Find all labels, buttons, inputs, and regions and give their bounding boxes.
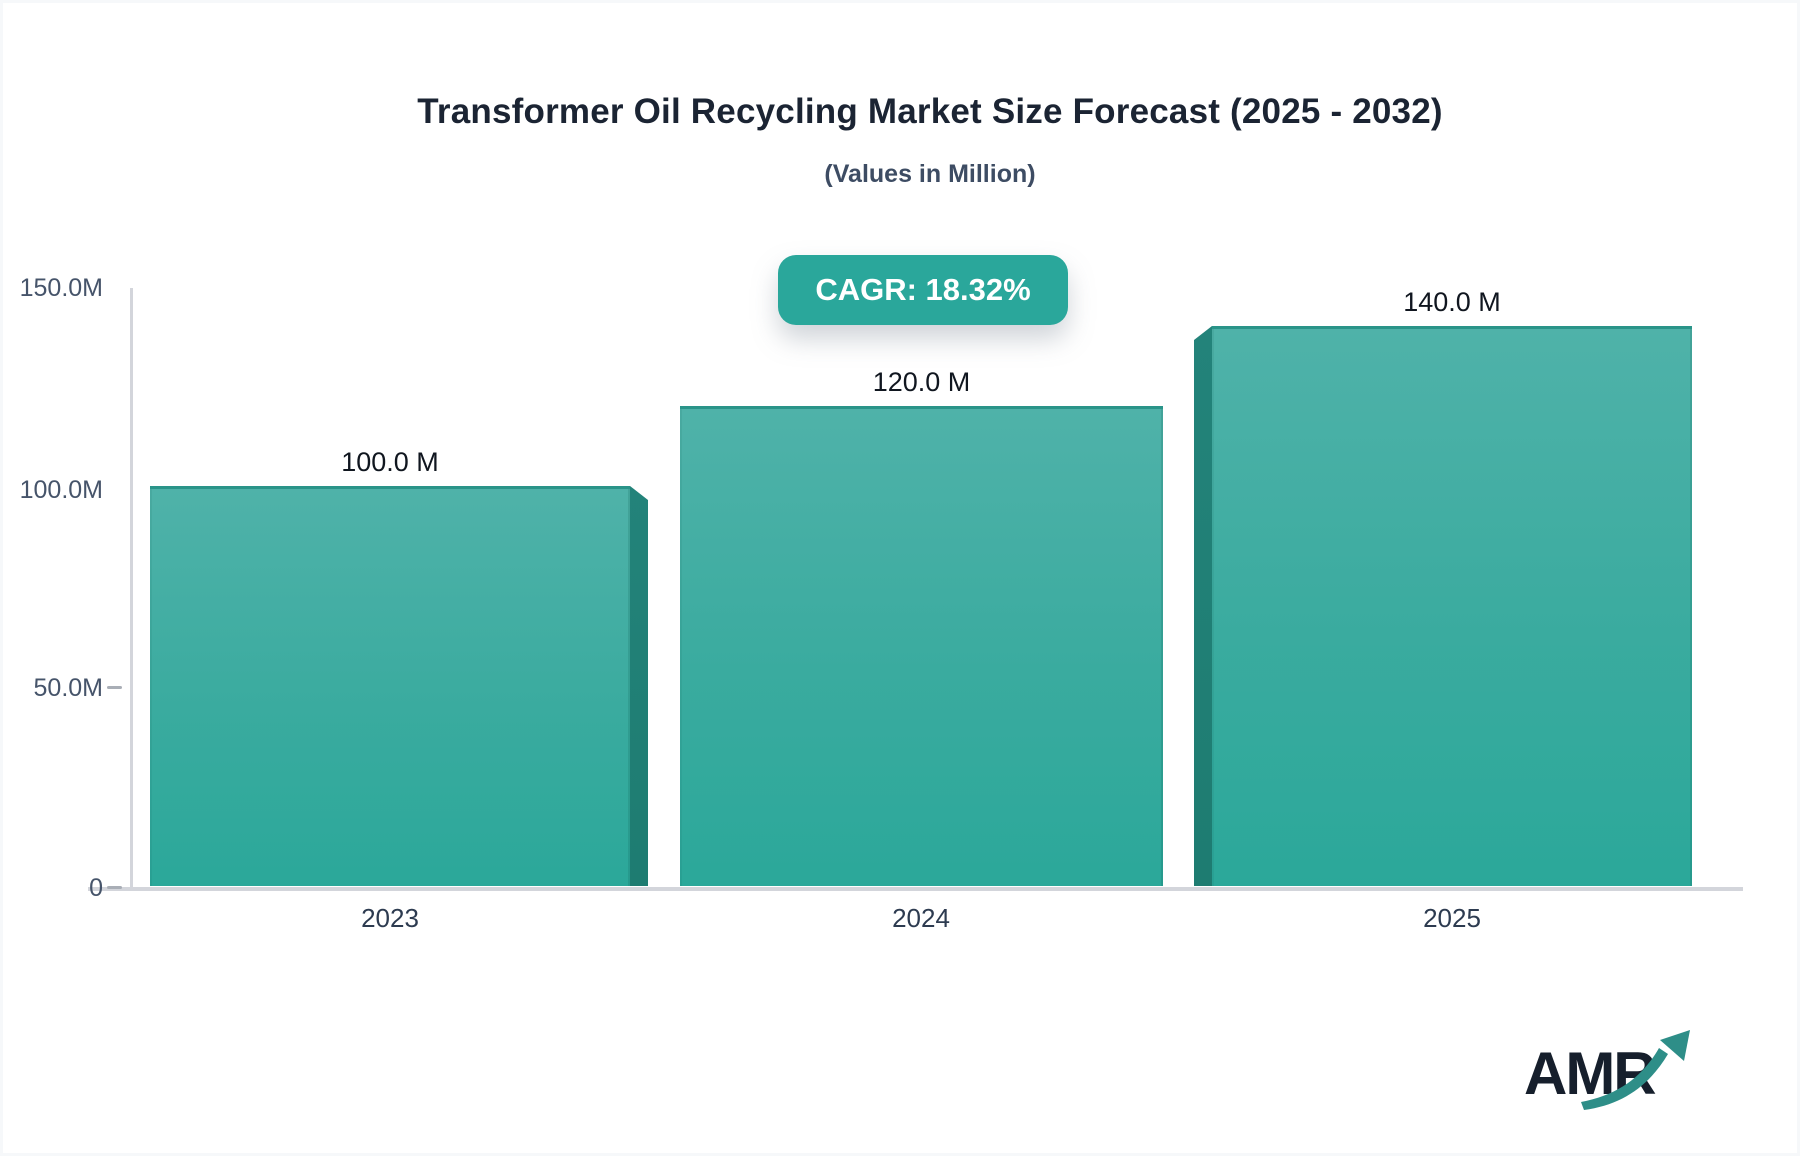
amr-logo-arrow-head xyxy=(1660,1030,1690,1061)
bar-2024: 120.0 M xyxy=(680,366,1163,886)
bar-face-2025 xyxy=(1194,326,1692,886)
x-tick-label-2024: 2024 xyxy=(892,903,950,933)
cagr-badge-label: CAGR: 18.32% xyxy=(815,272,1031,307)
chart-subtitle: (Values in Million) xyxy=(824,160,1036,188)
y-tick-label-100m: 100.0M xyxy=(19,476,103,504)
cagr-badge: CAGR: 18.32% xyxy=(778,255,1068,325)
x-axis-line xyxy=(88,887,1743,891)
bar-3d-side-2025 xyxy=(1194,326,1212,886)
amr-logo: AMR xyxy=(1518,1020,1718,1120)
amr-logo-arrow-swoosh xyxy=(1581,1048,1668,1110)
bar-value-label-2024: 120.0 M xyxy=(872,367,971,397)
chart-title: Transformer Oil Recycling Market Size Fo… xyxy=(417,92,1443,131)
y-axis-line xyxy=(130,288,133,888)
y-tick-label-150m: 150.0M xyxy=(19,274,103,302)
y-tick-label-50m: 50.0M xyxy=(33,674,103,702)
bar-3d-side-2023 xyxy=(630,486,648,886)
x-tick-label-2025: 2025 xyxy=(1423,903,1481,933)
bar-face-2023 xyxy=(150,486,648,886)
y-tick-label-0: 0 xyxy=(89,874,103,902)
y-tick-mark-50m xyxy=(107,686,122,689)
bar-value-label-2023: 100.0 M xyxy=(341,447,439,477)
amr-logo-graphic: AMR xyxy=(1524,1030,1690,1110)
x-tick-label-2023: 2023 xyxy=(361,903,419,933)
amr-logo-text: AMR xyxy=(1524,1040,1656,1107)
bar-2025: 140.0 M xyxy=(1194,286,1692,886)
bar-value-label-2025: 140.0 M xyxy=(1403,287,1501,317)
y-tick-mark-0 xyxy=(107,886,122,889)
bar-face-2024 xyxy=(680,406,1163,886)
bar-2023: 100.0 M xyxy=(150,446,648,886)
